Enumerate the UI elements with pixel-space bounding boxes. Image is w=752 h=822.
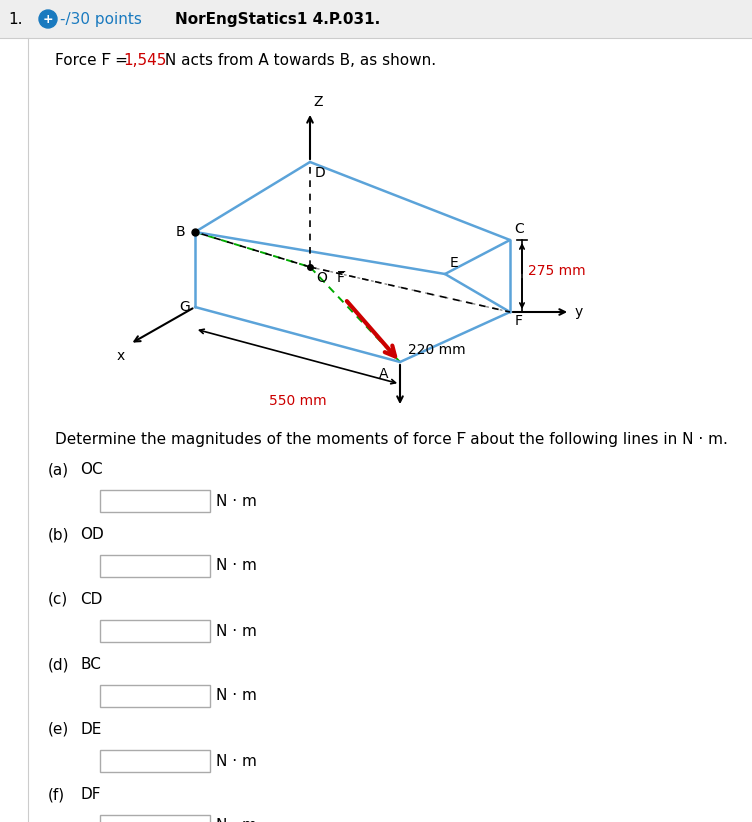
Text: N · m: N · m — [216, 624, 257, 639]
Text: +: + — [43, 12, 53, 25]
FancyBboxPatch shape — [100, 815, 210, 822]
Text: (a): (a) — [48, 462, 69, 477]
Text: (d): (d) — [48, 657, 69, 672]
Text: (e): (e) — [48, 722, 69, 737]
Text: C: C — [514, 222, 523, 236]
Circle shape — [39, 10, 57, 28]
Text: DE: DE — [80, 722, 102, 737]
Text: N · m: N · m — [216, 754, 257, 769]
Text: 550 mm: 550 mm — [268, 394, 326, 408]
Bar — [0, 0, 752, 38]
Text: 220 mm: 220 mm — [408, 343, 465, 357]
FancyBboxPatch shape — [100, 750, 210, 772]
FancyBboxPatch shape — [100, 555, 210, 577]
Text: BC: BC — [80, 657, 101, 672]
Text: Z: Z — [313, 95, 323, 109]
Text: B: B — [175, 225, 185, 239]
Text: N · m: N · m — [216, 689, 257, 704]
Text: F̅: F̅ — [337, 271, 345, 285]
Text: 275 mm: 275 mm — [528, 264, 586, 278]
Text: N · m: N · m — [216, 558, 257, 574]
Text: (b): (b) — [48, 527, 69, 542]
Text: N · m: N · m — [216, 819, 257, 822]
Text: F: F — [515, 314, 523, 328]
Text: 1.: 1. — [8, 12, 23, 26]
Text: Force F̅ =: Force F̅ = — [55, 53, 133, 67]
Text: DF: DF — [80, 787, 101, 802]
Text: NorEngStatics1 4.P.031.: NorEngStatics1 4.P.031. — [175, 12, 381, 26]
Text: y: y — [575, 305, 584, 319]
Text: A: A — [378, 367, 388, 381]
Text: N · m: N · m — [216, 493, 257, 509]
Text: 1,545: 1,545 — [123, 53, 166, 67]
Text: (f): (f) — [48, 787, 65, 802]
Text: x: x — [117, 349, 125, 363]
FancyBboxPatch shape — [100, 685, 210, 707]
Text: N acts from A towards B, as shown.: N acts from A towards B, as shown. — [160, 53, 436, 67]
Text: G: G — [179, 300, 190, 314]
Text: D: D — [315, 166, 326, 180]
FancyBboxPatch shape — [100, 490, 210, 512]
Text: OD: OD — [80, 527, 104, 542]
Text: O: O — [316, 271, 327, 285]
Text: CD: CD — [80, 592, 102, 607]
Text: E: E — [450, 256, 459, 270]
Text: (c): (c) — [48, 592, 68, 607]
Text: Determine the magnitudes of the moments of force F̅ about the following lines in: Determine the magnitudes of the moments … — [55, 432, 728, 447]
Text: -/30 points: -/30 points — [60, 12, 142, 26]
FancyBboxPatch shape — [100, 620, 210, 642]
Text: OC: OC — [80, 462, 102, 477]
